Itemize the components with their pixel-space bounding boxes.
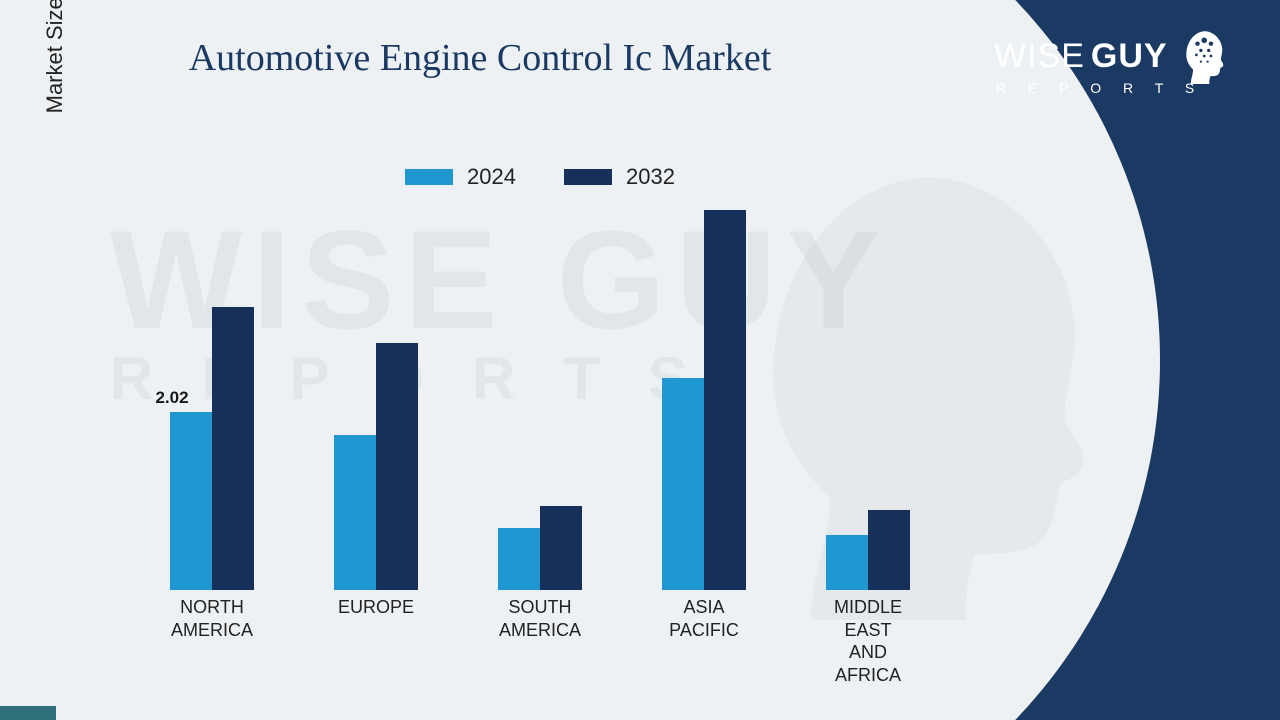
x-axis-label: NORTH AMERICA [130,596,294,686]
plot-area: 2.02 [130,210,950,590]
legend-label-2032: 2032 [626,164,675,190]
bar-group [786,210,950,590]
bar-series-b [540,506,582,590]
x-axis-labels: NORTH AMERICAEUROPESOUTH AMERICAASIA PAC… [130,596,950,686]
x-axis-label: ASIA PACIFIC [622,596,786,686]
bar-series-a [826,535,868,590]
bar-series-b [704,210,746,590]
bar-series-b [212,307,254,590]
bar-groups: 2.02 [130,210,950,590]
bar-group [458,210,622,590]
chart-title: Automotive Engine Control Ic Market [0,36,960,80]
logo-guy: GUY [1091,37,1168,76]
bar-series-b [868,510,910,590]
chart-area: 2024 2032 2.02 NORTH AMERICAEUROPESOUTH … [100,180,980,590]
x-axis-label: SOUTH AMERICA [458,596,622,686]
logo-wise: WISE [994,37,1085,76]
logo-head-icon [1174,28,1230,84]
legend-swatch-2024 [405,169,453,185]
bar-value-label: 2.02 [142,388,202,408]
accent-bar [0,706,56,720]
x-axis-label: MIDDLE EAST AND AFRICA [786,596,950,686]
bar-group [294,210,458,590]
bar-series-a [662,378,704,590]
bar-series-a: 2.02 [170,412,212,591]
bar-group [622,210,786,590]
x-axis-label: EUROPE [294,596,458,686]
y-axis-label: Market Size in USD Billion [42,0,68,190]
page-root: WISE GUY REPORTS WISE GUY [0,0,1280,720]
legend-item-2024: 2024 [405,164,516,190]
legend-item-2032: 2032 [564,164,675,190]
bar-series-b [376,343,418,590]
legend-label-2024: 2024 [467,164,516,190]
bar-series-a [498,528,540,590]
brand-logo: WISE GUY R E P O R T S [994,28,1244,96]
bar-group: 2.02 [130,210,294,590]
legend-swatch-2032 [564,169,612,185]
bar-series-a [334,435,376,590]
legend: 2024 2032 [100,164,980,190]
